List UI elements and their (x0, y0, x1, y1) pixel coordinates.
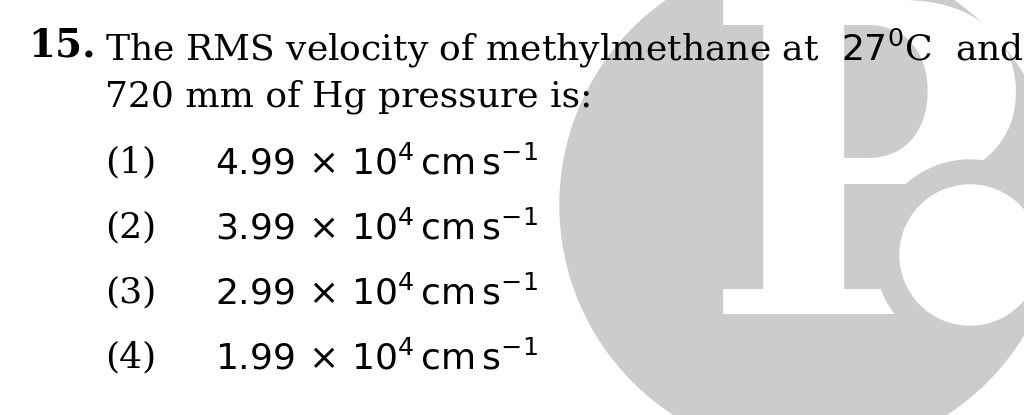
Text: (3): (3) (105, 275, 157, 309)
Circle shape (874, 160, 1024, 350)
Text: $3.99\,\times\,10^{4}$$\,\mathrm{cm\,s}^{-1}$: $3.99\,\times\,10^{4}$$\,\mathrm{cm\,s}^… (215, 210, 538, 246)
Text: (2): (2) (105, 210, 157, 244)
Text: (1): (1) (105, 145, 157, 179)
Text: $1.99\,\times\,10^{4}$$\,\mathrm{cm\,s}^{-1}$: $1.99\,\times\,10^{4}$$\,\mathrm{cm\,s}^… (215, 340, 538, 376)
Circle shape (900, 185, 1024, 325)
Text: $2.99\,\times\,10^{4}$$\,\mathrm{cm\,s}^{-1}$: $2.99\,\times\,10^{4}$$\,\mathrm{cm\,s}^… (215, 275, 538, 311)
Text: (4): (4) (105, 340, 157, 374)
Text: 720 mm of Hg pressure is:: 720 mm of Hg pressure is: (105, 80, 592, 115)
Circle shape (560, 0, 1024, 415)
Text: $4.99\,\times\,10^{4}$$\,\mathrm{cm\,s}^{-1}$: $4.99\,\times\,10^{4}$$\,\mathrm{cm\,s}^… (215, 145, 538, 181)
Text: The RMS velocity of methylmethane at  $27^0$C  and: The RMS velocity of methylmethane at $27… (105, 27, 1024, 70)
Text: P: P (703, 0, 1024, 404)
Text: 15.: 15. (28, 27, 95, 65)
